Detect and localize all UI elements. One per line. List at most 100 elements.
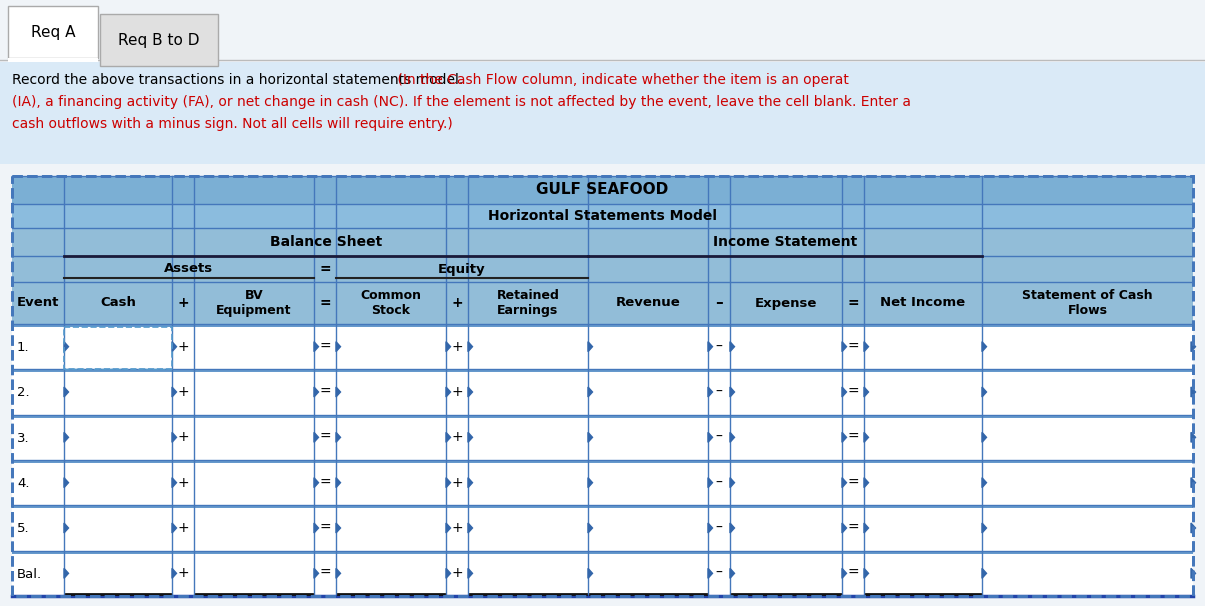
- Polygon shape: [336, 342, 341, 351]
- Bar: [12, 176, 1193, 596]
- Polygon shape: [588, 523, 593, 533]
- Polygon shape: [446, 432, 451, 442]
- Polygon shape: [588, 478, 593, 488]
- Polygon shape: [64, 432, 69, 442]
- Polygon shape: [64, 387, 69, 397]
- Text: 4.: 4.: [17, 477, 29, 490]
- Text: Equity: Equity: [439, 262, 486, 276]
- Bar: [12, 551, 1193, 554]
- Text: Net Income: Net Income: [881, 296, 965, 310]
- Polygon shape: [730, 568, 735, 578]
- Polygon shape: [336, 478, 341, 488]
- Polygon shape: [1191, 342, 1195, 351]
- Text: –: –: [716, 340, 723, 354]
- Polygon shape: [982, 478, 987, 488]
- Bar: [64, 327, 172, 369]
- Polygon shape: [588, 342, 593, 351]
- Text: (In the Cash Flow column, indicate whether the item is an operat: (In the Cash Flow column, indicate wheth…: [393, 73, 850, 87]
- Text: +: +: [177, 521, 189, 535]
- Text: 2.: 2.: [17, 387, 30, 399]
- Polygon shape: [172, 342, 176, 351]
- Text: +: +: [451, 296, 463, 310]
- Polygon shape: [64, 478, 69, 488]
- Polygon shape: [842, 568, 846, 578]
- Polygon shape: [1191, 568, 1195, 578]
- Polygon shape: [730, 387, 735, 397]
- Polygon shape: [446, 342, 451, 351]
- Text: =: =: [319, 567, 331, 581]
- Polygon shape: [468, 387, 472, 397]
- Polygon shape: [446, 568, 451, 578]
- Text: Expense: Expense: [754, 296, 817, 310]
- Polygon shape: [446, 478, 451, 488]
- Text: Bal.: Bal.: [17, 568, 42, 581]
- Text: =: =: [319, 430, 331, 444]
- Text: Horizontal Statements Model: Horizontal Statements Model: [488, 209, 717, 223]
- Polygon shape: [982, 523, 987, 533]
- Polygon shape: [842, 342, 846, 351]
- Polygon shape: [468, 342, 472, 351]
- Polygon shape: [864, 432, 869, 442]
- Polygon shape: [64, 342, 69, 351]
- Text: Req B to D: Req B to D: [118, 33, 200, 47]
- Polygon shape: [315, 342, 318, 351]
- Polygon shape: [709, 387, 712, 397]
- Polygon shape: [709, 523, 712, 533]
- Polygon shape: [864, 568, 869, 578]
- Text: =: =: [319, 521, 331, 535]
- Text: –: –: [716, 521, 723, 535]
- Text: =: =: [847, 385, 859, 399]
- Bar: [12, 415, 1193, 418]
- Text: BV
Equipment: BV Equipment: [216, 289, 292, 317]
- Text: –: –: [715, 296, 723, 310]
- Text: =: =: [319, 296, 331, 310]
- Text: –: –: [716, 385, 723, 399]
- Polygon shape: [709, 342, 712, 351]
- Polygon shape: [315, 432, 318, 442]
- Text: +: +: [451, 340, 463, 354]
- Text: Event: Event: [17, 296, 59, 310]
- Polygon shape: [1191, 523, 1195, 533]
- Polygon shape: [864, 478, 869, 488]
- Polygon shape: [315, 523, 318, 533]
- Bar: [12, 327, 1193, 369]
- Text: =: =: [847, 430, 859, 444]
- Bar: [12, 369, 1193, 372]
- Bar: [12, 372, 1193, 415]
- Text: Retained
Earnings: Retained Earnings: [496, 289, 559, 317]
- Polygon shape: [842, 478, 846, 488]
- Polygon shape: [730, 342, 735, 351]
- Polygon shape: [588, 432, 593, 442]
- Polygon shape: [446, 523, 451, 533]
- Polygon shape: [588, 387, 593, 397]
- Polygon shape: [336, 568, 341, 578]
- Polygon shape: [468, 432, 472, 442]
- Polygon shape: [315, 387, 318, 397]
- Text: (IA), a financing activity (FA), or net change in cash (NC). If the element is n: (IA), a financing activity (FA), or net …: [12, 95, 911, 109]
- Polygon shape: [864, 523, 869, 533]
- Bar: [8, 58, 98, 62]
- Polygon shape: [730, 478, 735, 488]
- Text: =: =: [847, 521, 859, 535]
- Text: Income Statement: Income Statement: [713, 235, 857, 249]
- Polygon shape: [730, 523, 735, 533]
- Polygon shape: [1191, 478, 1195, 488]
- Text: =: =: [319, 340, 331, 354]
- Text: =: =: [847, 476, 859, 490]
- Polygon shape: [468, 523, 472, 533]
- Text: –: –: [716, 476, 723, 490]
- Polygon shape: [588, 568, 593, 578]
- Bar: [0, 62, 1205, 164]
- Bar: [8, 6, 98, 58]
- Bar: [12, 505, 1193, 508]
- Text: +: +: [177, 476, 189, 490]
- Polygon shape: [982, 342, 987, 351]
- Polygon shape: [842, 387, 846, 397]
- Bar: [12, 463, 1193, 505]
- Polygon shape: [842, 432, 846, 442]
- Text: –: –: [716, 567, 723, 581]
- Text: =: =: [319, 262, 331, 276]
- Text: +: +: [177, 296, 189, 310]
- Polygon shape: [468, 568, 472, 578]
- Bar: [12, 204, 1193, 228]
